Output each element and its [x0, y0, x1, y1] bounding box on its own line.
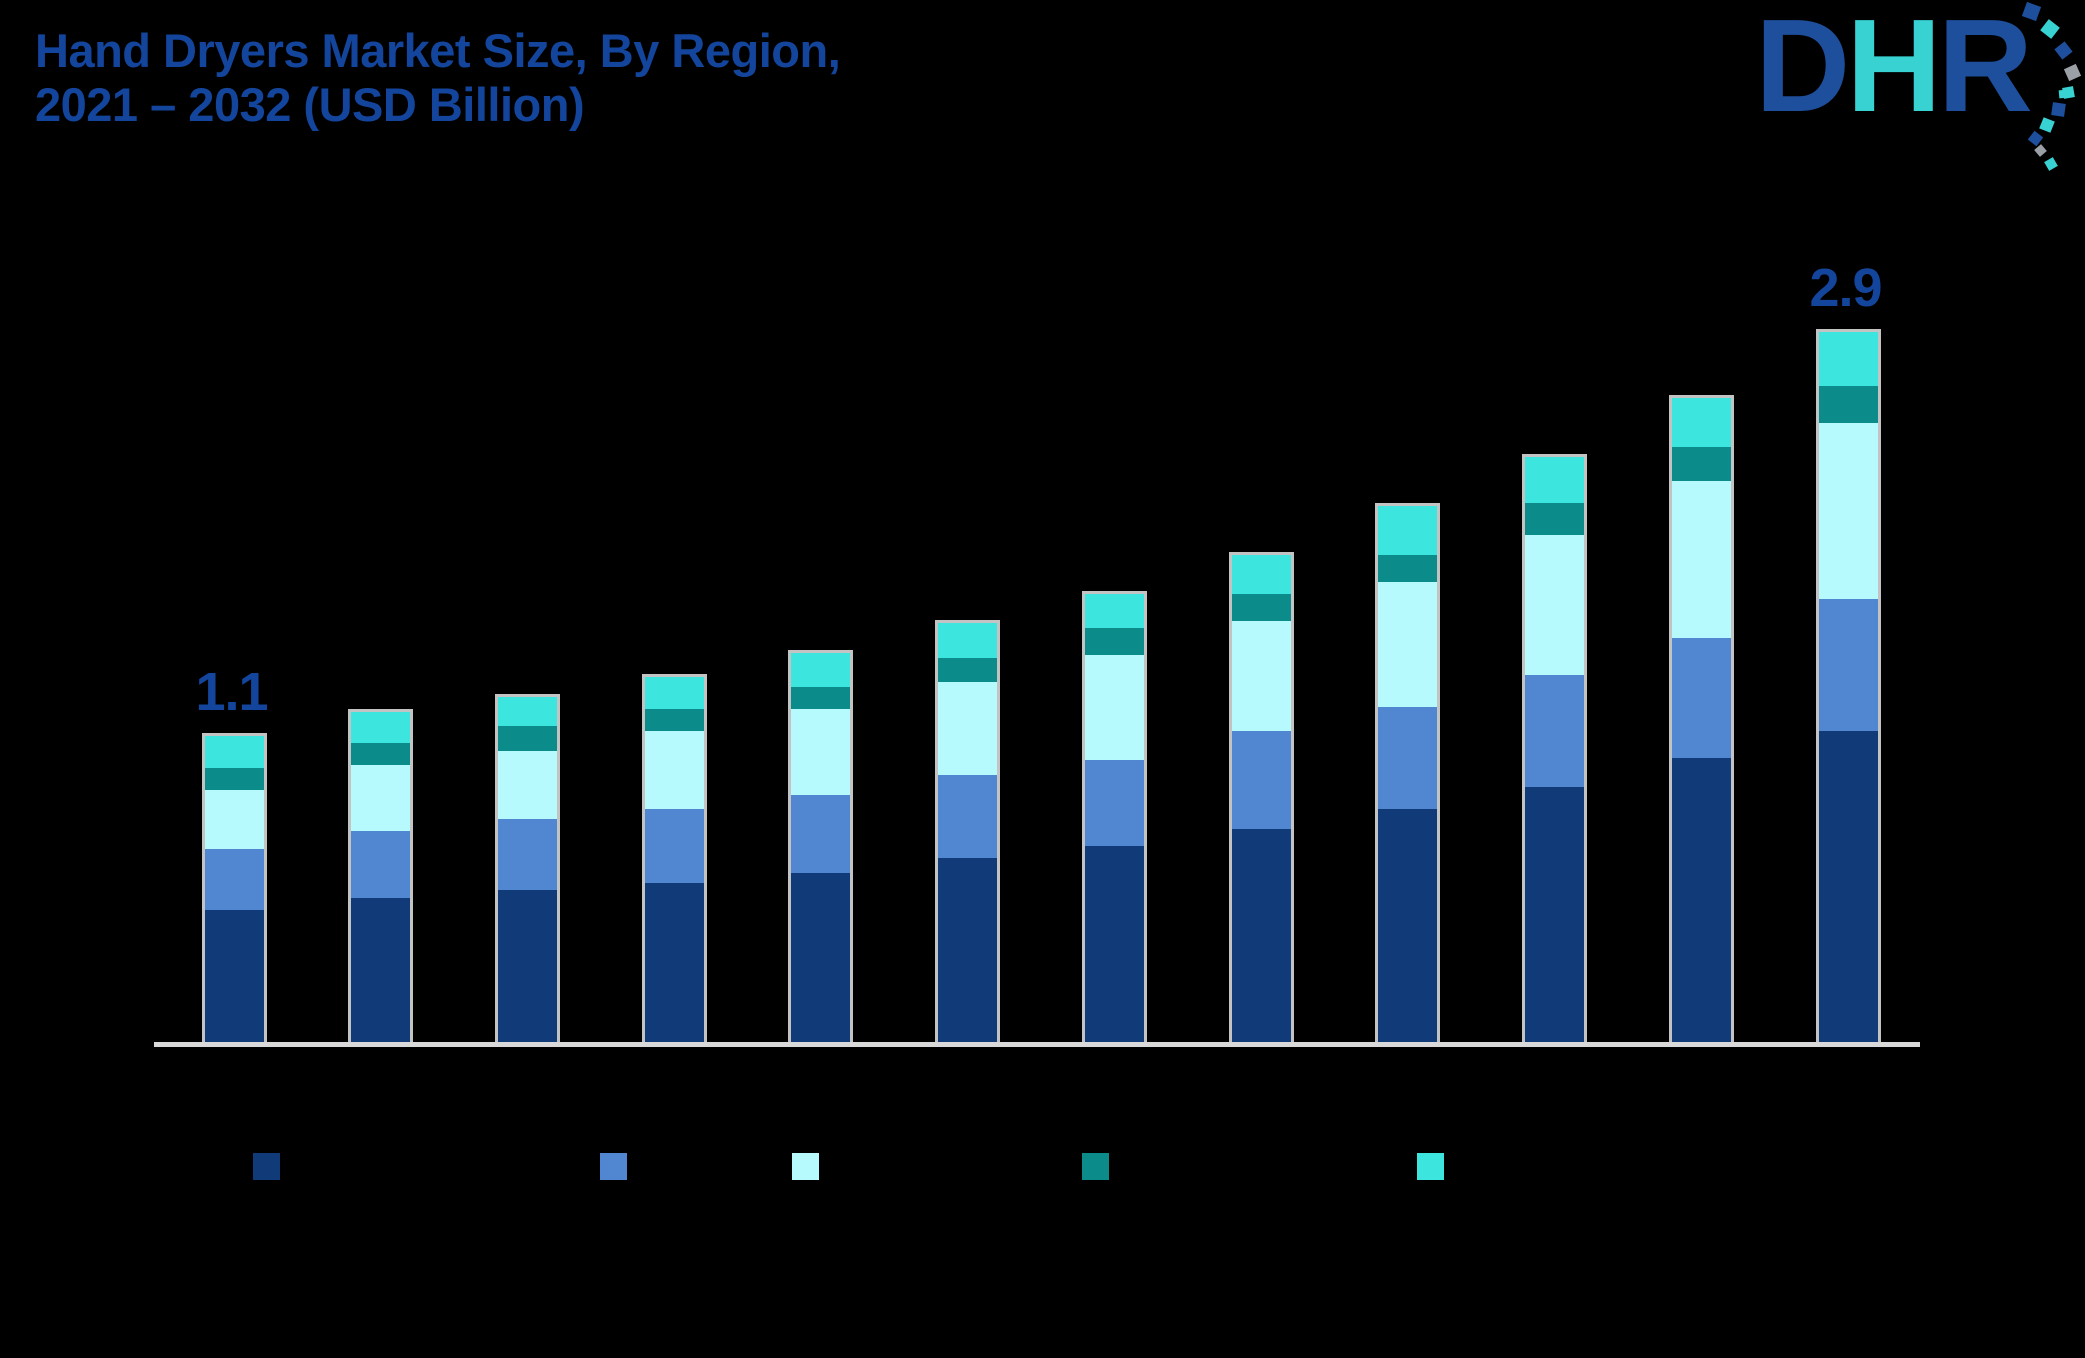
bar-segment-region-series-3-light-cyan	[351, 765, 410, 832]
bar-segment-region-series-1-dark-navy	[645, 882, 704, 1042]
legend-swatch-region-series-1-dark-navy	[253, 1153, 280, 1180]
bar-segment-region-series-5-turquoise	[205, 736, 264, 768]
bar-segment-region-series-2-medium-blue	[205, 848, 264, 910]
bar-segment-region-series-1-dark-navy	[791, 873, 850, 1042]
bar-segment-region-series-4-teal	[645, 709, 704, 732]
bar-segment-region-series-4-teal	[1672, 447, 1731, 482]
bar-segment-region-series-5-turquoise	[1232, 554, 1291, 594]
legend-swatch-region-series-4-teal	[1082, 1153, 1109, 1180]
bar-segment-region-series-5-turquoise	[1525, 456, 1584, 504]
dhr-logo: DHR	[1755, 0, 2082, 171]
bar-segment-region-series-2-medium-blue	[1232, 731, 1291, 829]
bar-segment-region-series-3-light-cyan	[205, 789, 264, 849]
bar-segment-region-series-5-turquoise	[1672, 398, 1731, 448]
x-axis-line	[154, 1042, 1920, 1047]
logo-letter-d: D	[1755, 0, 1850, 139]
legend-swatch-region-series-5-turquoise	[1417, 1153, 1444, 1180]
stacked-bar-2024	[642, 674, 707, 1042]
stacked-bar-2029	[1375, 502, 1440, 1042]
bar-segment-region-series-5-turquoise	[1085, 594, 1144, 629]
bar-segment-region-series-1-dark-navy	[1525, 787, 1584, 1042]
bar-segment-region-series-1-dark-navy	[205, 909, 264, 1042]
bar-segment-region-series-4-teal	[498, 726, 557, 751]
bar-segment-region-series-5-turquoise	[1378, 505, 1437, 555]
chart-title: Hand Dryers Market Size, By Region, 2021…	[35, 24, 841, 132]
bar-segment-region-series-4-teal	[1819, 385, 1878, 423]
bar-segment-region-series-5-turquoise	[351, 711, 410, 744]
bar-segment-region-series-1-dark-navy	[498, 890, 557, 1042]
bar-segment-region-series-5-turquoise	[1819, 332, 1878, 386]
legend-swatch-region-series-3-light-cyan	[792, 1153, 819, 1180]
bar-segment-region-series-3-light-cyan	[791, 709, 850, 795]
bar-value-label-2021: 1.1	[195, 662, 268, 722]
bar-segment-region-series-1-dark-navy	[1672, 758, 1731, 1042]
bar-segment-region-series-3-light-cyan	[1085, 655, 1144, 761]
stacked-bar-2028	[1229, 551, 1294, 1042]
bar-segment-region-series-1-dark-navy	[1378, 809, 1437, 1042]
bar-value-label-2032: 2.9	[1809, 258, 1882, 319]
bar-segment-region-series-2-medium-blue	[1819, 598, 1878, 732]
bar-segment-region-series-3-light-cyan	[498, 750, 557, 820]
bar-segment-region-series-4-teal	[1085, 628, 1144, 656]
bar-segment-region-series-3-light-cyan	[938, 682, 997, 776]
bar-segment-region-series-4-teal	[205, 767, 264, 790]
bar-segment-region-series-4-teal	[1525, 503, 1584, 536]
bar-segment-region-series-2-medium-blue	[1672, 638, 1731, 758]
chart-title-line-2: 2021 – 2032 (USD Billion)	[35, 78, 585, 131]
bar-segment-region-series-2-medium-blue	[498, 819, 557, 891]
bar-segment-region-series-3-light-cyan	[1525, 535, 1584, 675]
bar-segment-region-series-2-medium-blue	[1085, 760, 1144, 847]
bar-segment-region-series-3-light-cyan	[1672, 481, 1731, 639]
bar-segment-region-series-5-turquoise	[645, 677, 704, 710]
bar-segment-region-series-2-medium-blue	[351, 831, 410, 898]
bar-segment-region-series-3-light-cyan	[1378, 581, 1437, 707]
legend-swatch-region-series-2-medium-blue	[600, 1153, 627, 1180]
bar-segment-region-series-2-medium-blue	[645, 809, 704, 883]
bar-segment-region-series-3-light-cyan	[1232, 620, 1291, 732]
bar-segment-region-series-4-teal	[938, 657, 997, 683]
bar-segment-region-series-1-dark-navy	[351, 897, 410, 1042]
bar-segment-region-series-5-turquoise	[791, 652, 850, 688]
bar-segment-region-series-4-teal	[351, 743, 410, 766]
bar-segment-region-series-2-medium-blue	[1525, 674, 1584, 788]
stacked-bar-2021	[202, 733, 267, 1042]
bar-segment-region-series-4-teal	[1232, 594, 1291, 621]
bar-segment-region-series-1-dark-navy	[1819, 731, 1878, 1042]
stacked-bar-2027	[1082, 591, 1147, 1042]
stacked-bar-2023	[495, 693, 560, 1042]
logo-letter-r: R	[1937, 0, 2033, 139]
bar-segment-region-series-3-light-cyan	[645, 731, 704, 810]
logo-letter-h: H	[1846, 0, 1941, 139]
stacked-bar-2025	[788, 649, 853, 1042]
dhr-logo-letters: DHR	[1755, 0, 2033, 132]
bar-segment-region-series-1-dark-navy	[1232, 828, 1291, 1042]
bar-segment-region-series-1-dark-navy	[938, 858, 997, 1042]
bar-segment-region-series-1-dark-navy	[1085, 846, 1144, 1042]
bar-segment-region-series-4-teal	[791, 687, 850, 710]
stacked-bar-2031	[1669, 395, 1734, 1042]
bar-segment-region-series-3-light-cyan	[1819, 422, 1878, 599]
bar-segment-region-series-2-medium-blue	[791, 794, 850, 874]
bar-segment-region-series-2-medium-blue	[938, 775, 997, 859]
chart-title-line-1: Hand Dryers Market Size, By Region,	[35, 24, 841, 77]
stacked-bar-2022	[348, 708, 413, 1042]
stacked-bar-2030	[1522, 453, 1587, 1042]
bar-segment-region-series-5-turquoise	[938, 623, 997, 658]
bar-segment-region-series-5-turquoise	[498, 696, 557, 727]
bar-segment-region-series-4-teal	[1378, 554, 1437, 582]
bar-segment-region-series-2-medium-blue	[1378, 706, 1437, 810]
stacked-bar-2026	[935, 620, 1000, 1042]
stacked-bar-2032	[1816, 329, 1881, 1042]
